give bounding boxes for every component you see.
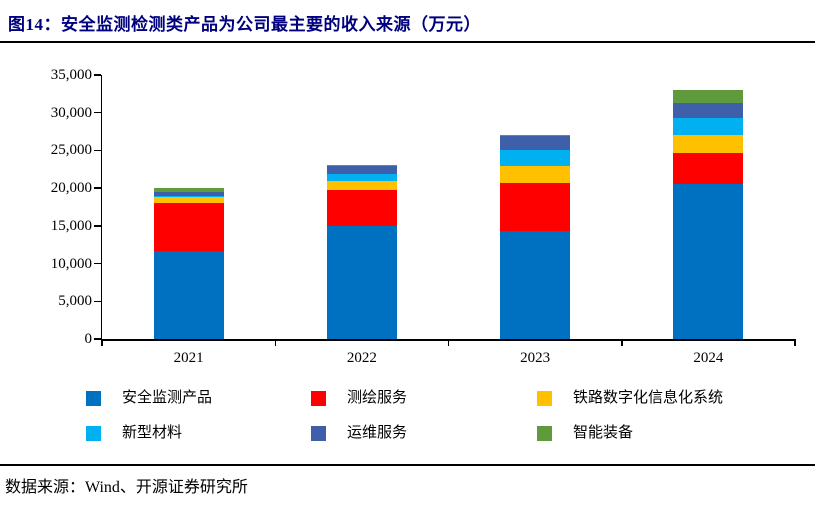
y-axis-tick-label: 0 bbox=[84, 331, 93, 347]
legend-item-2: 铁路数字化信息化系统 bbox=[537, 390, 723, 406]
bar-segment-2021-s3 bbox=[153, 195, 224, 197]
figure-title: 图14：安全监测检测类产品为公司最主要的收入来源（万元） bbox=[8, 15, 481, 34]
x-axis-tick bbox=[447, 339, 450, 346]
y-axis-tick-label: 35,000 bbox=[50, 67, 92, 83]
legend-label-3: 新型材料 bbox=[122, 425, 183, 441]
y-axis-tick-label: 15,000 bbox=[50, 217, 92, 234]
legend-swatch-3 bbox=[86, 425, 101, 441]
revenue-stacked-bar-chart: 0 5,000 10,000 15,000 20,000 25,000 30,000 35,0… bbox=[0, 42, 815, 462]
x-axis-tick bbox=[274, 339, 276, 346]
bar-segment-2021-s4 bbox=[153, 192, 224, 196]
y-axis-tick bbox=[94, 187, 101, 189]
bar-segment-2022-s2 bbox=[326, 180, 397, 190]
legend-swatch-2 bbox=[537, 390, 552, 406]
bar-segment-2022-s1 bbox=[326, 189, 397, 226]
bar-segment-2022-s5 bbox=[326, 164, 397, 166]
footer-divider bbox=[0, 464, 815, 466]
bar-segment-2023-s3 bbox=[500, 150, 571, 166]
legend-item-1: 测绘服务 bbox=[311, 390, 407, 406]
bar-segment-2021-s1 bbox=[153, 203, 224, 251]
bar-segment-2024-s2 bbox=[673, 135, 744, 154]
legend-item-0: 安全监测产品 bbox=[86, 390, 212, 406]
bar-segment-2023-s0 bbox=[500, 231, 571, 339]
legend-item-3: 新型材料 bbox=[86, 425, 182, 441]
legend-label-0: 安全监测产品 bbox=[122, 390, 213, 406]
x-axis-tick bbox=[621, 339, 623, 346]
bar-segment-2022-s0 bbox=[326, 225, 397, 339]
bar-segment-2023-s2 bbox=[500, 165, 571, 183]
bar-segment-2023-s5 bbox=[500, 135, 571, 137]
y-axis-tick bbox=[94, 74, 101, 76]
x-axis-tick bbox=[794, 339, 796, 346]
y-axis-line bbox=[100, 75, 102, 341]
legend-swatch-5 bbox=[537, 425, 552, 441]
bar-segment-2024-s5 bbox=[673, 90, 744, 103]
y-axis-tick-label: 25,000 bbox=[50, 142, 92, 159]
y-axis-tick-label: 5,000 bbox=[58, 293, 92, 310]
bar-segment-2023-s4 bbox=[500, 136, 571, 151]
title-divider bbox=[0, 41, 815, 43]
y-axis-tick-label: 10,000 bbox=[50, 255, 92, 272]
legend-label-5: 智能装备 bbox=[573, 425, 634, 441]
y-axis-tick-label: 20,000 bbox=[50, 180, 92, 197]
bar-segment-2021-s0 bbox=[153, 250, 224, 339]
legend-label-1: 测绘服务 bbox=[347, 390, 408, 406]
bar-segment-2024-s4 bbox=[673, 102, 744, 118]
y-axis-tick-label: 30,000 bbox=[50, 104, 92, 121]
bar-segment-2021-s2 bbox=[153, 196, 224, 204]
bar-segment-2022-s4 bbox=[326, 165, 397, 174]
legend-swatch-0 bbox=[86, 390, 101, 406]
x-axis-tick bbox=[101, 339, 103, 346]
bar-segment-2024-s0 bbox=[673, 183, 744, 339]
legend-label-2: 铁路数字化信息化系统 bbox=[573, 390, 724, 406]
legend-item-4: 运维服务 bbox=[311, 425, 407, 441]
legend-swatch-1 bbox=[311, 390, 326, 406]
legend-label-4: 运维服务 bbox=[347, 425, 408, 441]
bar-segment-2021-s5 bbox=[153, 188, 224, 193]
y-axis-tick bbox=[94, 225, 101, 227]
legend-item-5: 智能装备 bbox=[537, 425, 633, 441]
y-axis-tick bbox=[94, 262, 101, 265]
x-axis-label-2023: 2023 bbox=[520, 350, 551, 366]
x-axis-label-2024: 2024 bbox=[693, 350, 724, 366]
bar-segment-2022-s3 bbox=[326, 173, 397, 181]
y-axis-tick bbox=[94, 149, 101, 152]
y-axis-tick bbox=[94, 111, 101, 114]
data-source: 数据来源：Wind、开源证券研究所 bbox=[5, 479, 248, 496]
bar-segment-2024-s1 bbox=[673, 153, 744, 184]
y-axis-tick bbox=[94, 338, 101, 340]
legend-swatch-4 bbox=[311, 425, 326, 441]
y-axis-tick bbox=[94, 300, 101, 303]
x-axis-label-2022: 2022 bbox=[346, 350, 377, 366]
bar-segment-2024-s3 bbox=[673, 117, 744, 136]
x-axis-label-2021: 2021 bbox=[173, 350, 204, 366]
bar-segment-2023-s1 bbox=[500, 182, 571, 232]
